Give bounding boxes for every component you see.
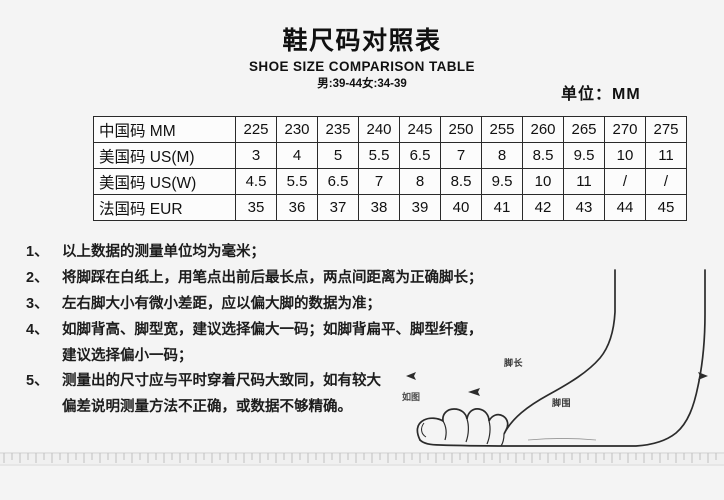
cell-usm-3: 5.5 — [358, 142, 400, 169]
cell-usw-8: 11 — [563, 168, 605, 195]
as-shown-label: 如图 — [402, 392, 421, 402]
cell-eur-3: 38 — [358, 194, 400, 221]
note-number: 1、 — [26, 244, 49, 260]
cell-eur-5: 40 — [440, 194, 482, 221]
list-item: 1、 以上数据的测量单位均为毫米； — [20, 240, 700, 265]
toe-divider-4 — [500, 433, 505, 447]
cell-usm-6: 8 — [481, 142, 523, 169]
page-title-chinese: 鞋尺码对照表 — [282, 27, 442, 55]
cell-usw-7: 10 — [522, 168, 564, 195]
cell-cn-3: 240 — [358, 116, 400, 143]
cell-usw-6: 9.5 — [481, 168, 523, 195]
cell-usm-1: 4 — [276, 142, 318, 169]
cell-eur-10: 45 — [645, 194, 687, 221]
ruler-body — [0, 452, 724, 466]
cell-cn-2: 235 — [317, 116, 359, 143]
size-table-container: 中国码 MM 225 230 235 240 245 250 255 260 2… — [93, 116, 687, 221]
row-header-eur: 法国码 EUR — [93, 194, 236, 221]
unit-label: 单位：MM — [561, 86, 641, 103]
cell-cn-8: 265 — [563, 116, 605, 143]
arrow-left-icon — [406, 372, 416, 380]
title-block: 鞋尺码对照表 SHOE SIZE COMPARISON TABLE 男:39-4… — [0, 26, 724, 92]
cell-usm-2: 5 — [317, 142, 359, 169]
cell-cn-1: 230 — [276, 116, 318, 143]
cell-usw-1: 5.5 — [276, 168, 318, 195]
list-item: 2、 将脚踩在白纸上，用笔点出前后最长点，两点间距离为正确脚长； — [20, 266, 700, 291]
cell-usw-2: 6.5 — [317, 168, 359, 195]
cell-usm-8: 9.5 — [563, 142, 605, 169]
foot-outline-svg — [406, 269, 708, 447]
cell-cn-10: 275 — [645, 116, 687, 143]
toe-divider-2 — [465, 418, 469, 443]
cell-eur-1: 36 — [276, 194, 318, 221]
table-row: 美国码 US(M) 3 4 5 5.5 6.5 7 8 8.5 9.5 10 1… — [93, 142, 687, 169]
cell-eur-6: 41 — [481, 194, 523, 221]
note-number: 4、 — [26, 322, 49, 338]
cell-usm-4: 6.5 — [399, 142, 441, 169]
note-continuation: 建议选择偏小一码； — [62, 348, 193, 364]
note-continuation: 偏差说明测量方法不正确，或数据不够精确。 — [62, 399, 352, 415]
foot-length-label: 脚长 — [504, 358, 524, 368]
arrow-inner-icon — [468, 388, 480, 396]
list-item: 4、 如脚背高、脚型宽，建议选择偏大一码；如脚背扁平、脚型纤瘦， — [20, 318, 700, 343]
list-item: 5、 测量出的尺寸应与平时穿着尺码大致同，如有较大 — [20, 369, 700, 394]
ruler-svg — [0, 452, 724, 466]
cell-cn-5: 250 — [440, 116, 482, 143]
toe-divider-3 — [486, 420, 491, 445]
shoe-size-table: 中国码 MM 225 230 235 240 245 250 255 260 2… — [93, 116, 687, 221]
table-row: 美国码 US(W) 4.5 5.5 6.5 7 8 8.5 9.5 10 11 … — [93, 168, 687, 195]
row-header-cn-mm: 中国码 MM — [93, 116, 236, 143]
note-text: 测量出的尺寸应与平时穿着尺码大致同，如有较大 — [62, 373, 381, 389]
cell-usw-0: 4.5 — [235, 168, 277, 195]
row-header-us-women: 美国码 US(W) — [93, 168, 236, 195]
table-row: 法国码 EUR 35 36 37 38 39 40 41 42 43 44 45 — [93, 194, 687, 221]
big-toe-detail — [421, 422, 427, 438]
cell-usw-3: 7 — [358, 168, 400, 195]
row-header-us-men: 美国码 US(M) — [93, 142, 236, 169]
cell-cn-9: 270 — [604, 116, 646, 143]
foot-girth-label: 脚围 — [552, 398, 572, 408]
note-text: 左右脚大小有微小差距，应以偏大脚的数据为准； — [62, 296, 381, 312]
table-row: 中国码 MM 225 230 235 240 245 250 255 260 2… — [93, 116, 687, 143]
arrow-right-icon — [698, 372, 708, 380]
note-text: 将脚踩在白纸上，用笔点出前后最长点，两点间距离为正确脚长； — [62, 270, 483, 286]
note-number: 3、 — [26, 296, 49, 312]
note-number: 5、 — [26, 373, 49, 389]
cell-eur-4: 39 — [399, 194, 441, 221]
cell-cn-4: 245 — [399, 116, 441, 143]
cell-eur-7: 42 — [522, 194, 564, 221]
cell-usm-0: 3 — [235, 142, 277, 169]
cell-usw-5: 8.5 — [440, 168, 482, 195]
cell-usm-10: 11 — [645, 142, 687, 169]
cell-usm-5: 7 — [440, 142, 482, 169]
sole-crease — [527, 438, 597, 441]
cell-usw-4: 8 — [399, 168, 441, 195]
note-number: 2、 — [26, 270, 49, 286]
cell-usw-9: / — [604, 168, 646, 195]
page-subtitle-range: 男:39-44女:34-39 — [317, 78, 407, 90]
cell-cn-0: 225 — [235, 116, 277, 143]
cell-eur-8: 43 — [563, 194, 605, 221]
notes-list: 1、 以上数据的测量单位均为毫米； 2、 将脚踩在白纸上，用笔点出前后最长点，两… — [20, 240, 700, 420]
note-text: 如脚背高、脚型宽，建议选择偏大一码；如脚背扁平、脚型纤瘦， — [62, 322, 483, 338]
ruler-strip — [0, 452, 724, 478]
cell-eur-2: 37 — [317, 194, 359, 221]
note-text: 以上数据的测量单位均为毫米； — [62, 244, 265, 260]
list-item: 3、 左右脚大小有微小差距，应以偏大脚的数据为准； — [20, 292, 700, 317]
cell-usm-9: 10 — [604, 142, 646, 169]
cell-usm-7: 8.5 — [522, 142, 564, 169]
foot-heel-sole-contour — [419, 269, 706, 447]
cell-eur-0: 35 — [235, 194, 277, 221]
cell-eur-9: 44 — [604, 194, 646, 221]
cell-cn-6: 255 — [481, 116, 523, 143]
ruler-ticks — [3, 453, 717, 463]
foot-diagram: 脚长 脚围 — [400, 268, 724, 478]
foot-top-contour — [416, 269, 616, 441]
cell-usw-10: / — [645, 168, 687, 195]
cell-cn-7: 260 — [522, 116, 564, 143]
toe-divider-1 — [442, 420, 447, 441]
page-title-english: SHOE SIZE COMPARISON TABLE — [249, 59, 475, 74]
